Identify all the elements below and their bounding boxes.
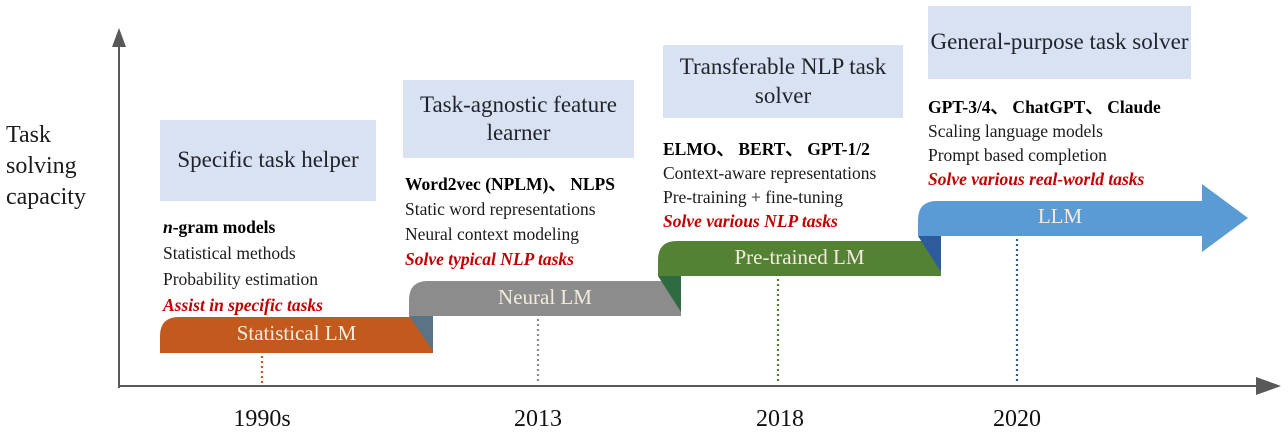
model-line-italic-part: n (163, 217, 173, 237)
year-label-2020: 2020 (993, 406, 1041, 432)
y-axis-label: Task solving capacity (6, 122, 86, 210)
feature-line: Pre-training + fine-tuning (663, 187, 843, 207)
model-line-main-part: -gram models (172, 217, 276, 237)
feature-line: Statistical methods (163, 243, 296, 263)
banner-label-neural-lm: Neural LM (498, 285, 592, 309)
feature-line: Prompt based completion (928, 145, 1107, 165)
feature-line: Static word representations (405, 199, 596, 219)
x-axis-arrowhead (1256, 377, 1281, 395)
stage-header-transferable-nlp-task-solver: Transferable NLP task solver (663, 45, 903, 118)
highlight-line: Assist in specific tasks (163, 295, 323, 315)
feature-line: Scaling language models (928, 121, 1103, 141)
stage-body-neural: Word2vec (NPLM)、 NLPS Static word repres… (405, 172, 665, 272)
banner-ribbon-neural-lm (409, 281, 681, 316)
stage-body-llm: GPT-3/4、 ChatGPT、 Claude Scaling languag… (928, 95, 1218, 191)
banner-ribbon-llm-arrow (918, 184, 1248, 252)
banner-ribbon-pretrained-lm (658, 241, 941, 276)
banner-label-llm: LLM (1037, 204, 1083, 228)
model-line: Word2vec (NPLM)、 NLPS (405, 172, 665, 197)
highlight-line: Solve typical NLP tasks (405, 249, 574, 269)
model-line: GPT-3/4、 ChatGPT、 Claude (928, 95, 1218, 119)
feature-line: Probability estimation (163, 269, 319, 289)
ribbon-fold-statistical-to-neural (409, 316, 433, 351)
year-label-1990s: 1990s (233, 406, 291, 432)
banner-ribbon-statistical-lm (160, 317, 433, 353)
ribbon-fold-neural-to-pretrained (658, 276, 681, 312)
highlight-line: Solve various NLP tasks (663, 211, 838, 231)
banner-label-pretrained-lm: Pre-trained LM (734, 245, 865, 269)
banner-label-statistical-lm: Statistical LM (236, 321, 357, 345)
stage-header-task-agnostic-feature-learner: Task-agnostic feature learner (403, 80, 634, 158)
model-line: ELMO、 BERT、 GPT-1/2 (663, 137, 928, 161)
model-line-main-part: Word2vec (NPLM)、 NLPS (405, 174, 615, 194)
stage-body-pretrained: ELMO、 BERT、 GPT-1/2 Context-aware repres… (663, 137, 928, 233)
feature-line: Context-aware representations (663, 163, 877, 183)
stage-body-statistical: n-gram models Statistical methods Probab… (163, 214, 423, 318)
stage-header-specific-task-helper: Specific task helper (160, 120, 376, 201)
model-line: n-gram models (163, 214, 423, 240)
y-axis-arrowhead (112, 28, 126, 47)
feature-line: Neural context modeling (405, 224, 579, 244)
ribbon-fold-pretrained-to-llm (918, 236, 941, 272)
model-line-main-part: GPT-3/4、 ChatGPT、 Claude (928, 97, 1161, 117)
stage-header-general-purpose-task-solver: General-purpose task solver (928, 6, 1191, 79)
model-line-main-part: ELMO、 BERT、 GPT-1/2 (663, 139, 870, 159)
year-label-2013: 2013 (514, 406, 562, 432)
year-label-2018: 2018 (756, 406, 804, 432)
highlight-line: Solve various real-world tasks (928, 169, 1145, 189)
